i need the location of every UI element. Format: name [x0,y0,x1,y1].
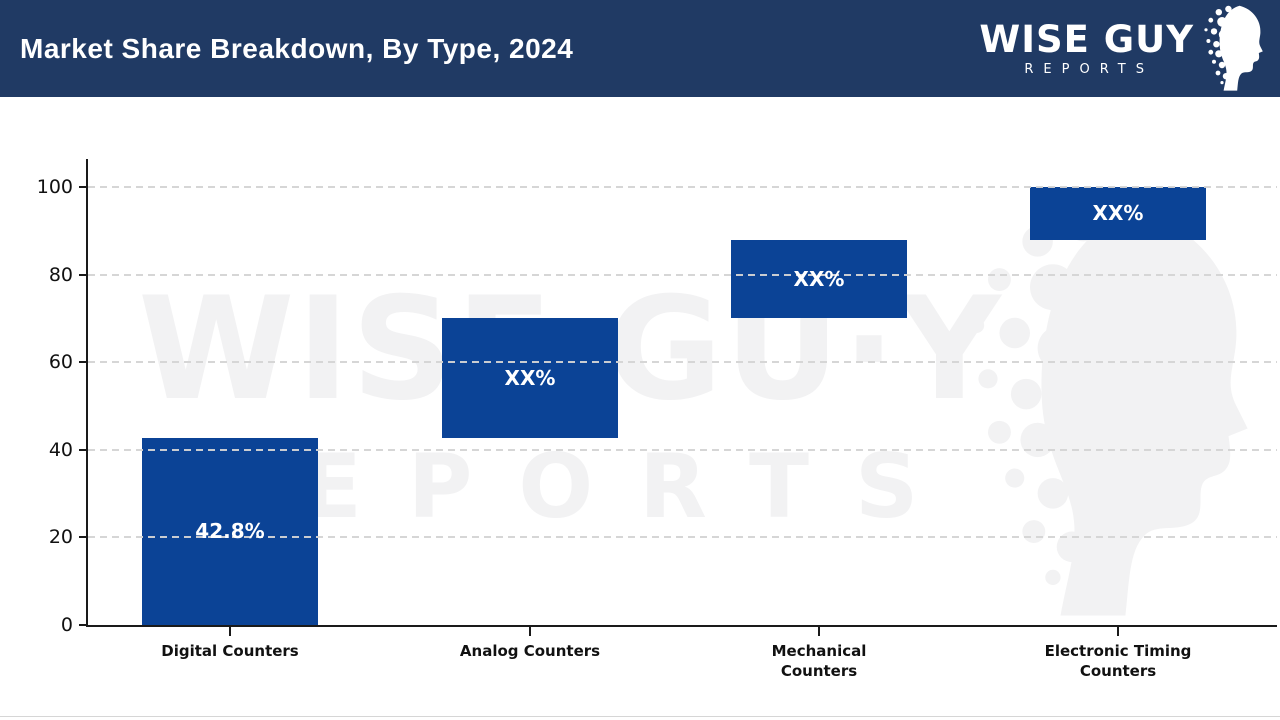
x-axis-line [86,625,1277,627]
y-tick [79,448,88,451]
logo-text: WISE GUY REPORTS [979,21,1194,77]
x-tick [818,627,820,636]
y-tick-label: 100 [36,176,73,198]
chart-area: WISE GU·Y REPORTS 0 20 40 60 80 100 42.8% XX% XX… [0,97,1280,720]
brand-logo: WISE GUY REPORTS [979,1,1272,97]
wiseguy-face-icon [1204,5,1263,91]
page-title: Market Share Breakdown, By Type, 2024 [20,32,574,64]
y-tick [79,186,88,188]
y-tick [79,624,88,626]
y-tick [79,273,88,276]
y-tick-label: 20 [48,526,73,549]
x-category-label: Analog Counters [459,642,601,660]
y-tick-label: 80 [48,263,73,286]
bottom-divider [0,716,1280,717]
header-bar: Market Share Breakdown, By Type, 2024 WI… [0,0,1280,97]
x-tick [529,627,531,636]
x-tick [1117,627,1119,636]
bar-value-label: XX% [793,266,845,291]
y-tick-label: 60 [48,351,73,374]
gridline-60 [88,361,1277,364]
watermark-face-icon [968,210,1248,616]
y-axis-line [86,159,88,627]
gridline-40 [88,448,1277,451]
y-tick-label: 0 [60,614,73,636]
y-tick [79,536,88,539]
bar-electronic-timing-counters [1030,187,1206,240]
x-category-label: Electronic Timing Counters [1044,642,1192,681]
x-category-label: Mechanical Counters [771,642,867,681]
gridline-100 [88,186,1277,188]
bar-analog-counters [442,318,618,438]
bar-value-label: XX% [1092,201,1144,226]
bar-digital-counters [142,437,318,625]
gridline-20 [88,536,1277,539]
gridline-80 [88,273,1277,276]
logo-wordmark: WISE GUY [979,17,1194,61]
logo-subtitle: REPORTS [1024,61,1154,77]
bar-mechanical-counters [731,239,907,319]
bar-value-label: XX% [504,365,556,390]
x-tick [229,627,231,636]
y-tick [79,361,88,364]
x-category-label: Digital Counters [161,642,299,660]
y-tick-label: 40 [48,438,73,461]
bar-value-label: 42.8% [195,519,265,544]
